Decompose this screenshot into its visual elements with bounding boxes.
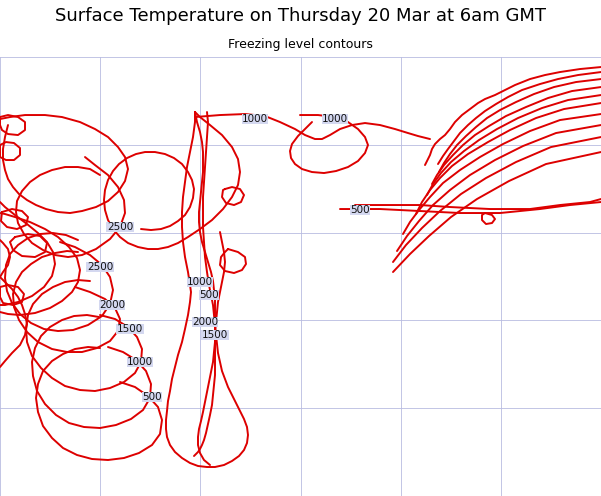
Text: Freezing level contours: Freezing level contours	[228, 38, 373, 51]
Text: 1000: 1000	[322, 114, 348, 124]
Text: 1000: 1000	[187, 277, 213, 287]
Text: 1500: 1500	[202, 330, 228, 340]
Text: 1500: 1500	[117, 324, 143, 334]
Text: 1000: 1000	[242, 114, 268, 124]
Text: 2500: 2500	[87, 262, 113, 272]
Text: 2000: 2000	[99, 300, 125, 310]
Text: 500: 500	[350, 205, 370, 215]
Text: 500: 500	[199, 290, 219, 300]
Text: 2000: 2000	[192, 317, 218, 327]
Text: 500: 500	[142, 392, 162, 402]
Text: 2500: 2500	[107, 222, 133, 232]
Text: Surface Temperature on Thursday 20 Mar at 6am GMT: Surface Temperature on Thursday 20 Mar a…	[55, 7, 546, 25]
Text: 1000: 1000	[127, 357, 153, 367]
